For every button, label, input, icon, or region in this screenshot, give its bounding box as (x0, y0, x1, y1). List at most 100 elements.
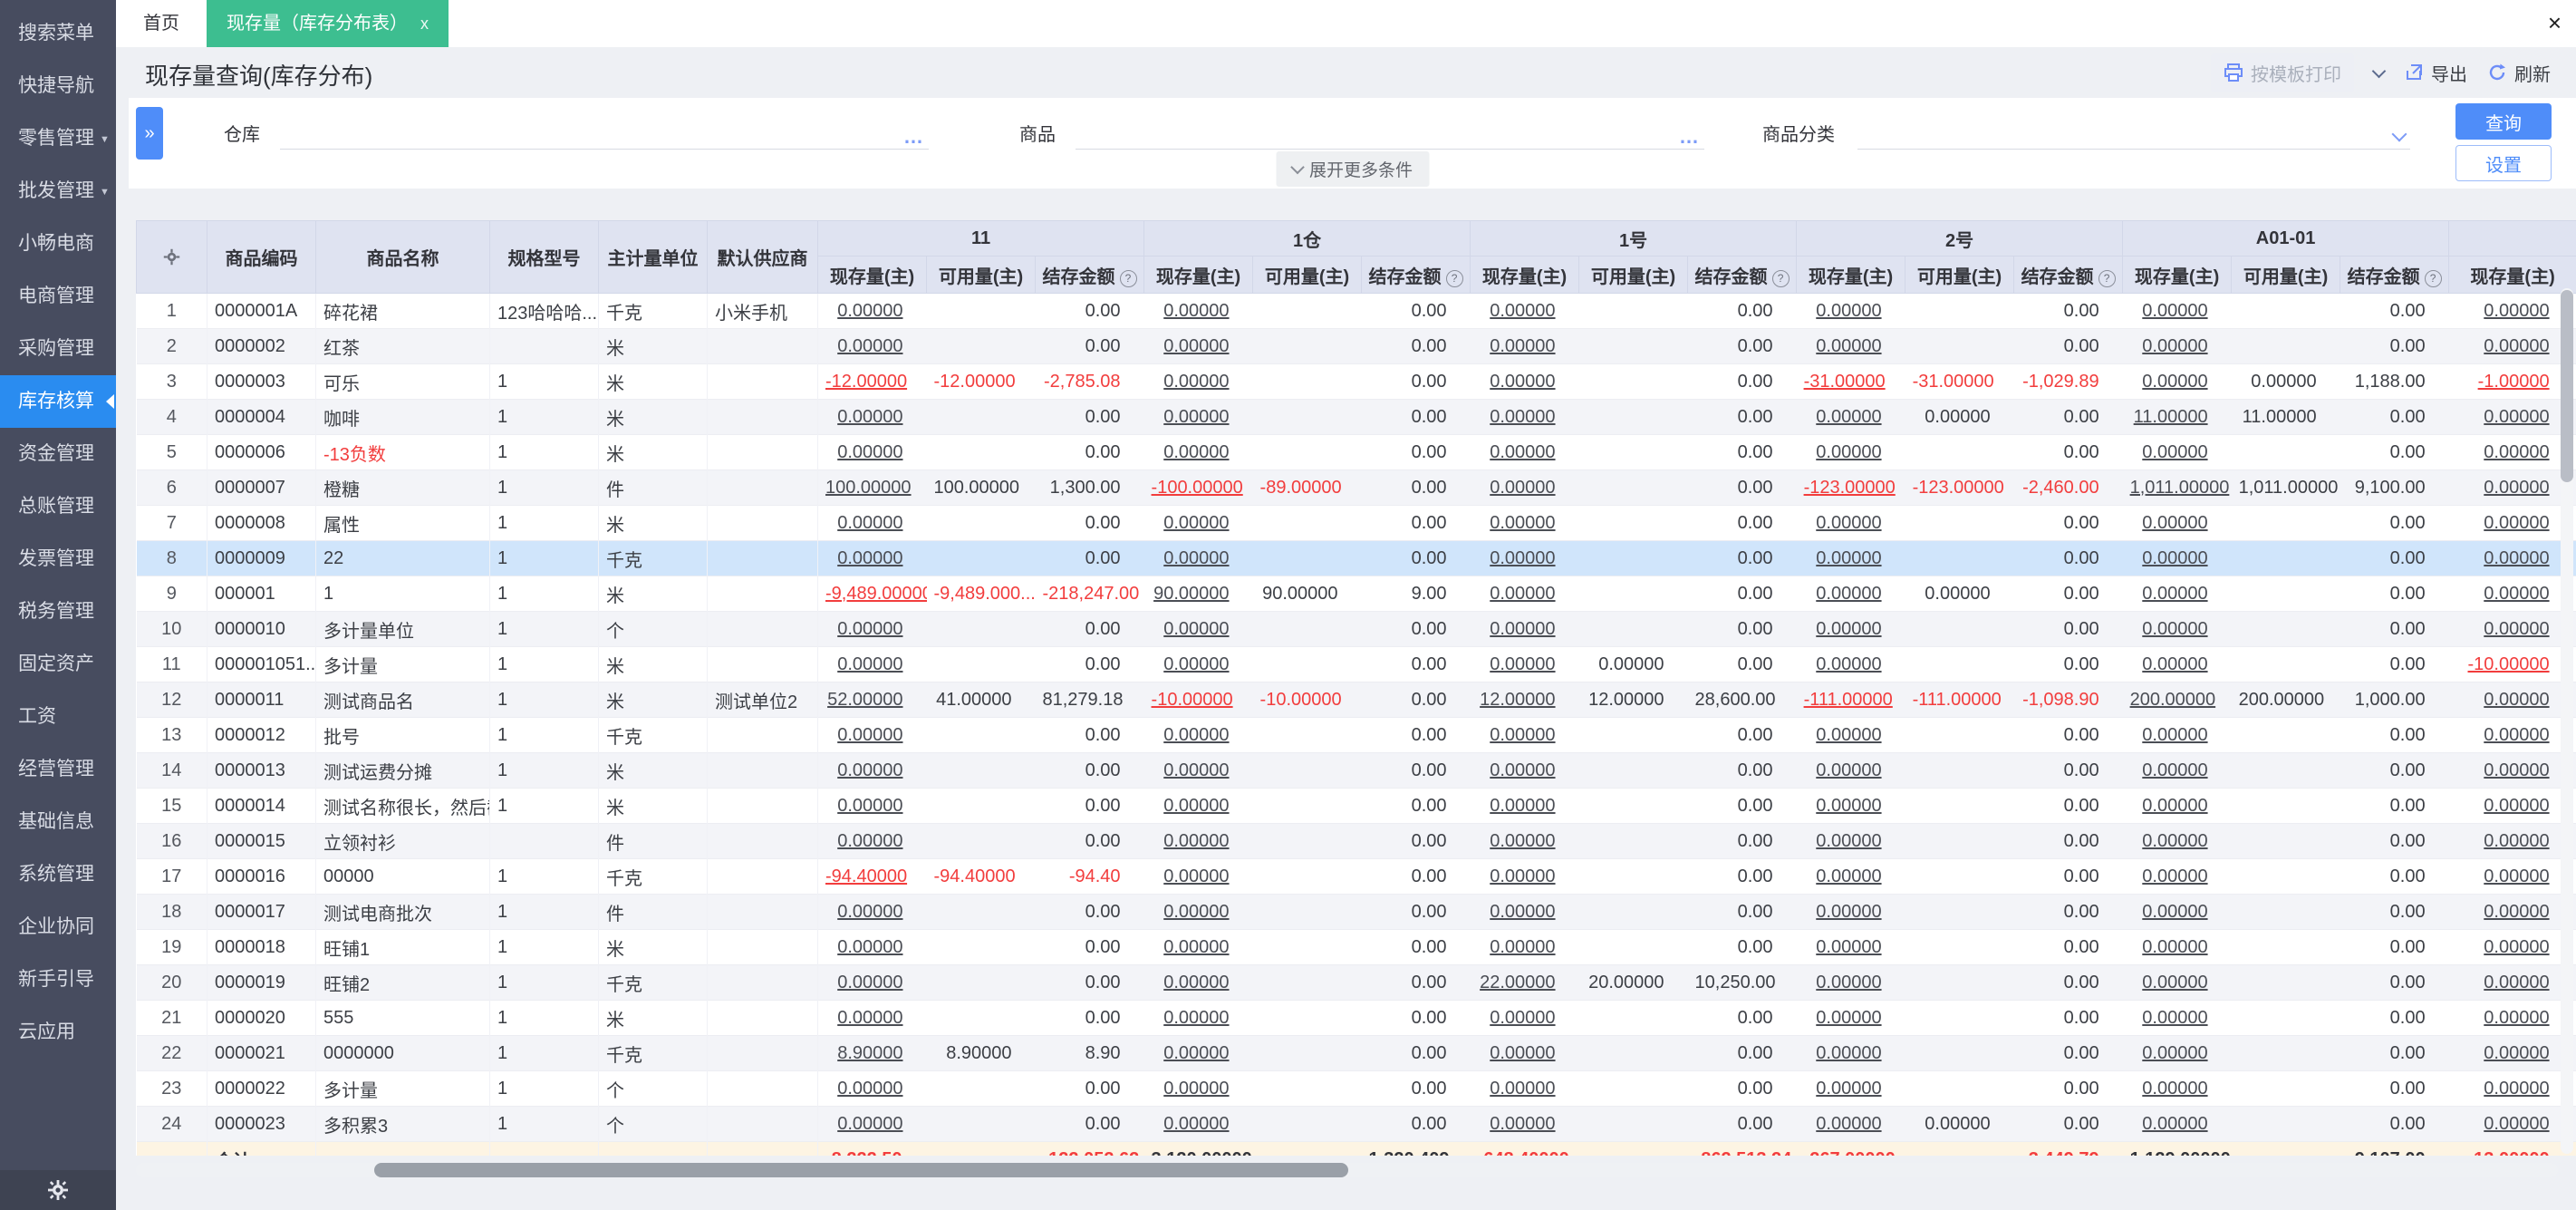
stock-qty-link[interactable]: 0.00000 (1816, 653, 1882, 674)
help-question-icon[interactable]: ? (1119, 269, 1137, 287)
stock-qty-link[interactable]: 0.00000 (837, 724, 903, 745)
stock-qty-link[interactable]: 8.90000 (837, 1042, 903, 1063)
subcolumn-header-amount[interactable]: 结存金额? (2340, 256, 2450, 294)
stock-qty-link[interactable]: 0.00000 (837, 972, 903, 992)
stock-qty-link[interactable]: -10.00000 (1151, 689, 1233, 710)
stock-qty-link[interactable]: 0.00000 (2142, 441, 2208, 462)
stock-qty-link[interactable]: 0.00000 (1490, 795, 1556, 816)
stock-qty-link[interactable]: 0.00000 (2484, 760, 2550, 780)
table-row[interactable]: 17 0000016 00000 1 千克 -94.40000 -94.40000 -94.4… (136, 858, 2576, 895)
stock-qty-link[interactable]: 0.00000 (837, 901, 903, 922)
subcolumn-header-qty[interactable]: 现存量(主) (817, 256, 927, 294)
stock-qty-link[interactable]: 0.00000 (1163, 760, 1230, 780)
table-row[interactable]: 24 0000023 多积累3 1 个 0.00000 0.00 0.00000 0.00 0.0… (136, 1106, 2576, 1142)
stock-qty-link[interactable]: 0.00000 (837, 1007, 903, 1028)
stock-qty-link[interactable]: 0.00000 (1490, 653, 1556, 674)
stock-qty-link[interactable]: 0.00000 (1490, 477, 1556, 498)
stock-qty-link[interactable]: 0.00000 (1163, 335, 1230, 356)
stock-qty-link[interactable]: 0.00000 (2484, 477, 2550, 498)
sidebar-item-固定资产[interactable]: 固定资产 (0, 638, 116, 691)
tab-首页[interactable]: 首页 (116, 0, 207, 47)
stock-qty-link[interactable]: 0.00000 (837, 760, 903, 780)
subcolumn-header-qty[interactable]: 现存量(主) (2448, 256, 2576, 294)
stock-qty-link[interactable]: 0.00000 (837, 547, 903, 568)
stock-qty-link[interactable]: 0.00000 (2484, 689, 2550, 710)
stock-qty-link[interactable]: 0.00000 (1163, 866, 1230, 886)
stock-qty-link[interactable]: 0.00000 (2142, 371, 2208, 392)
stock-qty-link[interactable]: 0.00000 (1816, 1113, 1882, 1134)
stock-qty-link[interactable]: 0.00000 (2142, 512, 2208, 533)
stock-qty-link[interactable]: 0.00000 (2484, 547, 2550, 568)
stock-qty-link[interactable]: 90.00000 (1153, 583, 1230, 604)
chevron-down-icon[interactable] (2391, 126, 2407, 142)
sidebar-item-总账管理[interactable]: 总账管理 (0, 480, 116, 533)
stock-qty-link[interactable]: 0.00000 (1490, 371, 1556, 392)
stock-qty-link[interactable]: 0.00000 (1163, 300, 1230, 321)
stock-qty-link[interactable]: 0.00000 (2142, 1078, 2208, 1099)
table-row[interactable]: 13 0000012 批号 1 千克 0.00000 0.00 0.00000 0.00 0.00… (136, 717, 2576, 753)
stock-qty-link[interactable]: 0.00000 (2142, 300, 2208, 321)
stock-qty-link[interactable]: 0.00000 (2142, 936, 2208, 957)
horizontal-scrollbar-thumb[interactable] (374, 1163, 1348, 1177)
subcolumn-header-avail[interactable]: 可用量(主) (1252, 256, 1363, 294)
stock-qty-link[interactable]: 100.00000 (825, 477, 912, 498)
stock-qty-link[interactable]: 22.00000 (1480, 972, 1556, 992)
subcolumn-header-avail[interactable]: 可用量(主) (2231, 256, 2341, 294)
stock-qty-link[interactable]: -123.00000 (1803, 477, 1896, 498)
stock-qty-link[interactable]: 0.00000 (2484, 936, 2550, 957)
subcolumn-header-qty[interactable]: 现存量(主) (1470, 256, 1580, 294)
stock-qty-link[interactable]: 0.00000 (1816, 1042, 1882, 1063)
stock-qty-link[interactable]: 0.00000 (2484, 1078, 2550, 1099)
stock-qty-link[interactable]: 0.00000 (1816, 335, 1882, 356)
stock-qty-link[interactable]: 0.00000 (2142, 335, 2208, 356)
stock-qty-link[interactable]: 0.00000 (2484, 300, 2550, 321)
column-header-商品编码[interactable]: 商品编码 (207, 220, 316, 294)
help-question-icon[interactable]: ? (2098, 269, 2116, 287)
stock-qty-link[interactable]: 0.00000 (2142, 618, 2208, 639)
table-row[interactable]: 22 0000021 0000000 1 千克 8.90000 8.90000 8.90 0.0… (136, 1035, 2576, 1071)
stock-qty-link[interactable]: 0.00000 (837, 936, 903, 957)
gear-icon[interactable] (47, 1179, 69, 1201)
stock-qty-link[interactable]: -9,489.00000 (825, 583, 927, 604)
stock-qty-link[interactable]: 0.00000 (2142, 547, 2208, 568)
stock-qty-link[interactable]: 0.00000 (2484, 866, 2550, 886)
stock-qty-link[interactable]: 0.00000 (1816, 1007, 1882, 1028)
stock-qty-link[interactable]: 0.00000 (2484, 406, 2550, 427)
stock-qty-link[interactable]: -12.00000 (825, 371, 908, 392)
stock-qty-link[interactable]: 0.00000 (1490, 618, 1556, 639)
sidebar-item-云应用[interactable]: 云应用 (0, 1006, 116, 1059)
query-button[interactable]: 查询 (2455, 103, 2552, 140)
export-button[interactable]: 导出 (2404, 60, 2467, 86)
subcolumn-header-avail[interactable]: 可用量(主) (1905, 256, 2015, 294)
stock-qty-link[interactable]: 0.00000 (1816, 936, 1882, 957)
stock-qty-link[interactable]: 0.00000 (2142, 901, 2208, 922)
ellipsis-picker-icon[interactable]: … (903, 125, 925, 148)
stock-qty-link[interactable]: 0.00000 (2484, 335, 2550, 356)
stock-qty-link[interactable]: 0.00000 (1163, 795, 1230, 816)
sidebar-item-税务管理[interactable]: 税务管理 (0, 586, 116, 638)
subcolumn-header-qty[interactable]: 现存量(主) (1143, 256, 1254, 294)
sidebar-item-发票管理[interactable]: 发票管理 (0, 533, 116, 586)
stock-qty-link[interactable]: 0.00000 (1163, 547, 1230, 568)
stock-qty-link[interactable]: 0.00000 (2142, 1113, 2208, 1134)
stock-qty-link[interactable]: 0.00000 (1163, 1113, 1230, 1134)
stock-qty-link[interactable]: 0.00000 (1163, 972, 1230, 992)
stock-qty-link[interactable]: 12.00000 (1480, 689, 1556, 710)
stock-qty-link[interactable]: 0.00000 (837, 1113, 903, 1134)
help-question-icon[interactable]: ? (1445, 269, 1463, 287)
stock-qty-link[interactable]: 0.00000 (1816, 972, 1882, 992)
stock-qty-link[interactable]: 0.00000 (1490, 901, 1556, 922)
column-header-默认供应商[interactable]: 默认供应商 (707, 220, 818, 294)
vertical-scrollbar-thumb[interactable] (2561, 290, 2573, 482)
stock-qty-link[interactable]: 0.00000 (1816, 406, 1882, 427)
stock-qty-link[interactable]: 0.00000 (837, 300, 903, 321)
stock-qty-link[interactable]: 0.00000 (1163, 1042, 1230, 1063)
ellipsis-picker-icon[interactable]: … (1679, 125, 1701, 148)
stock-qty-link[interactable]: 0.00000 (2484, 724, 2550, 745)
subcolumn-header-amount[interactable]: 结存金额? (1361, 256, 1471, 294)
stock-qty-link[interactable]: 0.00000 (1816, 724, 1882, 745)
stock-qty-link[interactable]: -94.40000 (825, 866, 908, 886)
stock-qty-link[interactable]: 0.00000 (2484, 795, 2550, 816)
stock-qty-link[interactable]: 0.00000 (2484, 972, 2550, 992)
tab-close-icon[interactable]: x (420, 15, 429, 33)
